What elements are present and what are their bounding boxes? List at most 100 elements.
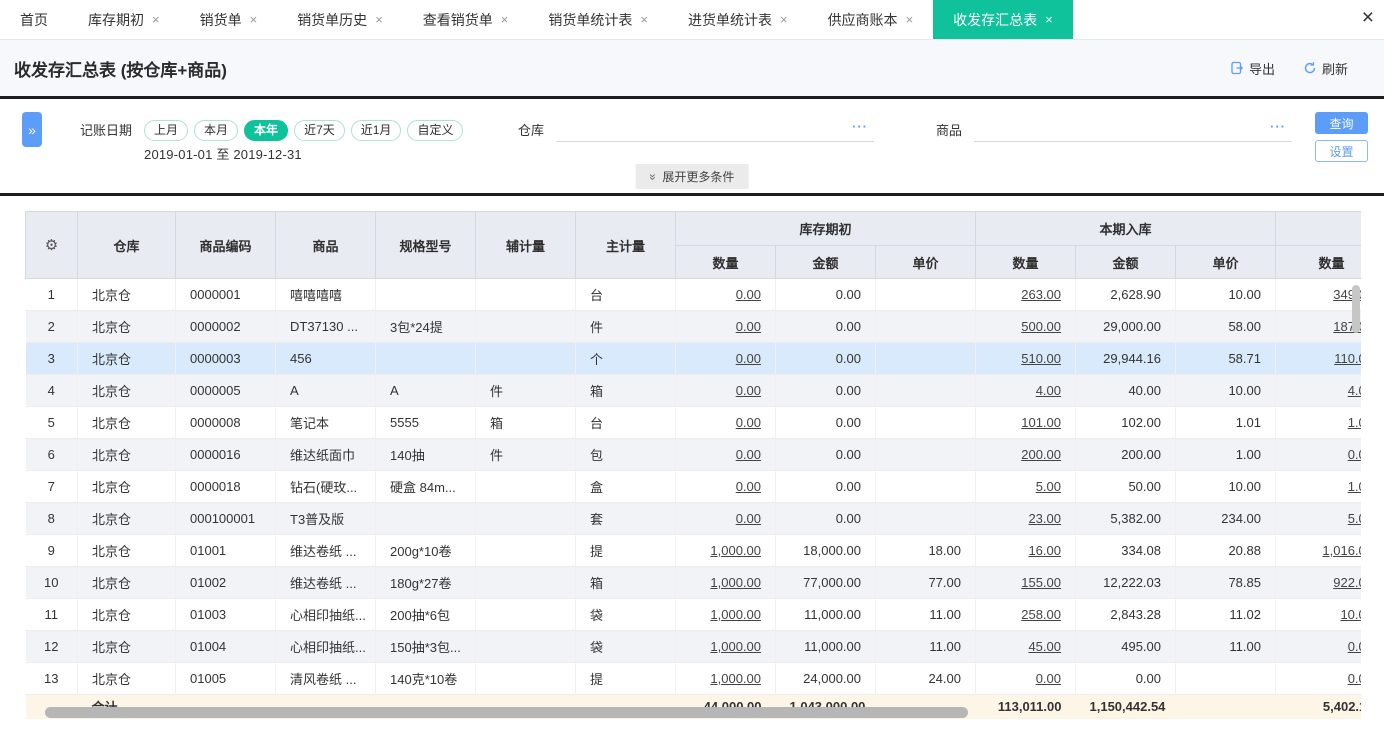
begin-amount: 77,000.00 (775, 566, 876, 599)
begin-price: 77.00 (875, 566, 976, 599)
qty-drill-link[interactable]: 0.00 (735, 351, 761, 366)
qty-drill-link[interactable]: 101.00 (1021, 415, 1061, 430)
qty-drill-link[interactable]: 0.00 (735, 287, 761, 302)
table-row[interactable]: 12 北京仓 01004 心相印抽纸... 150抽*3包... 袋 1,000.00 11,… (25, 630, 1361, 663)
qty-drill-link[interactable]: 258.00 (1021, 607, 1061, 622)
qty-drill-link[interactable]: 5.00 (1347, 511, 1361, 526)
qty-drill-link[interactable]: 4.00 (1035, 383, 1061, 398)
table-row[interactable]: 1 北京仓 0000001 嘻嘻嘻嘻 台 0.00 0.00 263.00 2,628.90 10… (25, 278, 1361, 311)
qty-drill-link[interactable]: 0.00 (735, 479, 761, 494)
product-code: 0000001 (175, 278, 276, 311)
tab-销货单历史[interactable]: 销货单历史 × (277, 0, 403, 39)
table-row[interactable]: 9 北京仓 01001 维达卷纸 ... 200g*10卷 提 1,000.00 18,000… (25, 534, 1361, 567)
close-icon[interactable]: × (1361, 6, 1374, 29)
qty-drill-link[interactable]: 0.00 (1035, 671, 1061, 686)
warehouse-input[interactable] (556, 120, 874, 142)
qty-drill-link[interactable]: 110.00 (1334, 351, 1361, 366)
qty-drill-link[interactable]: 155.00 (1021, 575, 1061, 590)
tab-销货单统计表[interactable]: 销货单统计表 × (528, 0, 668, 39)
qty-drill-link[interactable]: 0.00 (735, 383, 761, 398)
product-input[interactable] (974, 120, 1292, 142)
table-row[interactable]: 10 北京仓 01002 维达卷纸 ... 180g*27卷 箱 1,000.00 77,00… (25, 566, 1361, 599)
qty-drill-link[interactable]: 0.00 (735, 511, 761, 526)
settings-button[interactable]: 设置 (1315, 140, 1368, 162)
expand-more-conditions[interactable]: » 展开更多条件 (635, 164, 749, 189)
query-button[interactable]: 查询 (1315, 112, 1368, 134)
row-number: 12 (25, 630, 78, 663)
tab-供应商账本[interactable]: 供应商账本 × (808, 0, 934, 39)
qty-drill-link[interactable]: 5.00 (1035, 479, 1061, 494)
qty-drill-link[interactable]: 10.00 (1340, 607, 1361, 622)
table-row[interactable]: 4北京仓0000005AA件箱0.000.004.0040.0010.004.0… (25, 374, 1361, 407)
begin-amount: 0.00 (775, 278, 876, 311)
qty-drill-link[interactable]: 510.00 (1021, 351, 1061, 366)
tab-close-icon[interactable]: × (905, 12, 914, 27)
qty-drill-link[interactable]: 263.00 (1021, 287, 1061, 302)
qty-drill-link[interactable]: 1,000.00 (710, 671, 761, 686)
table-row[interactable]: 11 北京仓 01003 心相印抽纸... 200抽*6包 袋 1,000.00 11,000… (25, 598, 1361, 631)
qty-drill-link[interactable]: 0.00 (1347, 671, 1361, 686)
tab-close-icon[interactable]: × (779, 12, 788, 27)
qty-drill-link[interactable]: 1,000.00 (710, 639, 761, 654)
table-row[interactable]: 13 北京仓 01005 清风卷纸 ... 140克*10卷 提 1,000.00 24,00… (25, 662, 1361, 695)
tab-close-icon[interactable]: × (500, 12, 509, 27)
vertical-scrollbar[interactable] (1352, 285, 1360, 333)
date-preset-近1月[interactable]: 近1月 (350, 120, 402, 141)
qty-drill-link[interactable]: 500.00 (1021, 319, 1061, 334)
warehouse-picker-dots-icon[interactable]: ··· (852, 119, 868, 134)
tab-close-icon[interactable]: × (152, 12, 160, 27)
tab-首页[interactable]: 首页 (0, 0, 68, 39)
qty-drill-link[interactable]: 1,016.00 (1322, 543, 1361, 558)
qty-drill-link[interactable]: 200.00 (1021, 447, 1061, 462)
tab-库存期初[interactable]: 库存期初 × (68, 0, 180, 39)
qty-drill-link[interactable]: 922.00 (1333, 575, 1361, 590)
tab-查看销货单[interactable]: 查看销货单 × (403, 0, 529, 39)
qty-drill-link[interactable]: 23.00 (1028, 511, 1061, 526)
refresh-button[interactable]: 刷新 (1303, 59, 1348, 78)
table-row[interactable]: 8 北京仓 000100001 T3普及版 套 0.00 0.00 23.00 5,382.00… (25, 502, 1361, 535)
date-range-value[interactable]: 2019-01-01 至 2019-12-31 (144, 147, 302, 162)
tab-进货单统计表[interactable]: 进货单统计表 × (668, 0, 808, 39)
date-preset-近7天[interactable]: 近7天 (294, 120, 345, 141)
qty-drill-link[interactable]: 1.00 (1347, 415, 1361, 430)
tab-close-icon[interactable]: × (640, 12, 648, 27)
qty-drill-link[interactable]: 0.00 (735, 415, 761, 430)
date-preset-自定义[interactable]: 自定义 (407, 120, 464, 141)
table-row[interactable]: 3 北京仓 0000003 456 个 0.00 0.00 510.00 29,944.16 58… (25, 342, 1361, 375)
qty-drill-link[interactable]: 1,000.00 (710, 607, 761, 622)
qty-drill-link[interactable]: 1,000.00 (710, 543, 761, 558)
tab-销货单[interactable]: 销货单 × (180, 0, 278, 39)
qty-drill-link[interactable]: 4.00 (1347, 383, 1361, 398)
row-number: 4 (25, 374, 78, 407)
date-preset-上月[interactable]: 上月 (144, 120, 189, 141)
horizontal-scrollbar[interactable] (45, 707, 968, 718)
column-settings-button[interactable]: ⚙ (25, 211, 78, 279)
qty-drill-link[interactable]: 0.00 (1347, 639, 1361, 654)
date-preset-本年[interactable]: 本年 (244, 120, 289, 141)
qty-drill-link[interactable]: 45.00 (1028, 639, 1061, 654)
collapse-panel-button[interactable]: » (22, 112, 42, 147)
table-row[interactable]: 7 北京仓 0000018 钻石(硬玫... 硬盒 84m... 盒 0.00 0.00 5.0… (25, 470, 1361, 503)
qty-drill-link[interactable]: 0.00 (735, 447, 761, 462)
table-row[interactable]: 5 北京仓 0000008 笔记本 5555 箱台 0.00 0.00 101.00 102.00… (25, 406, 1361, 439)
tab-close-icon[interactable]: × (375, 12, 383, 27)
qty-drill-link[interactable]: 16.00 (1028, 543, 1061, 558)
tab-close-icon[interactable]: × (1045, 12, 1053, 27)
in-price: 10.00 (1175, 374, 1276, 407)
in-amount: 2,843.28 (1075, 598, 1176, 631)
product-picker-dots-icon[interactable]: ··· (1270, 119, 1286, 134)
export-button[interactable]: 导出 (1230, 59, 1275, 78)
table-row[interactable]: 6 北京仓 0000016 维达纸面巾 140抽件包 0.00 0.00 200.00 200.… (25, 438, 1361, 471)
table-row[interactable]: 2 北京仓 0000002 DT37130 ... 3包*24提 件 0.00 0.00 500… (25, 310, 1361, 343)
out-qty: 110.00 (1275, 342, 1361, 375)
product-filter-label: 商品 (936, 123, 963, 138)
date-preset-本月[interactable]: 本月 (194, 120, 239, 141)
tab-收发存汇总表[interactable]: 收发存汇总表 × (933, 0, 1073, 39)
begin-amount: 24,000.00 (775, 662, 876, 695)
qty-drill-link[interactable]: 0.00 (735, 319, 761, 334)
aux-unit (475, 630, 576, 663)
qty-drill-link[interactable]: 1.00 (1347, 479, 1361, 494)
tab-close-icon[interactable]: × (249, 12, 258, 27)
qty-drill-link[interactable]: 1,000.00 (710, 575, 761, 590)
qty-drill-link[interactable]: 0.00 (1347, 447, 1361, 462)
